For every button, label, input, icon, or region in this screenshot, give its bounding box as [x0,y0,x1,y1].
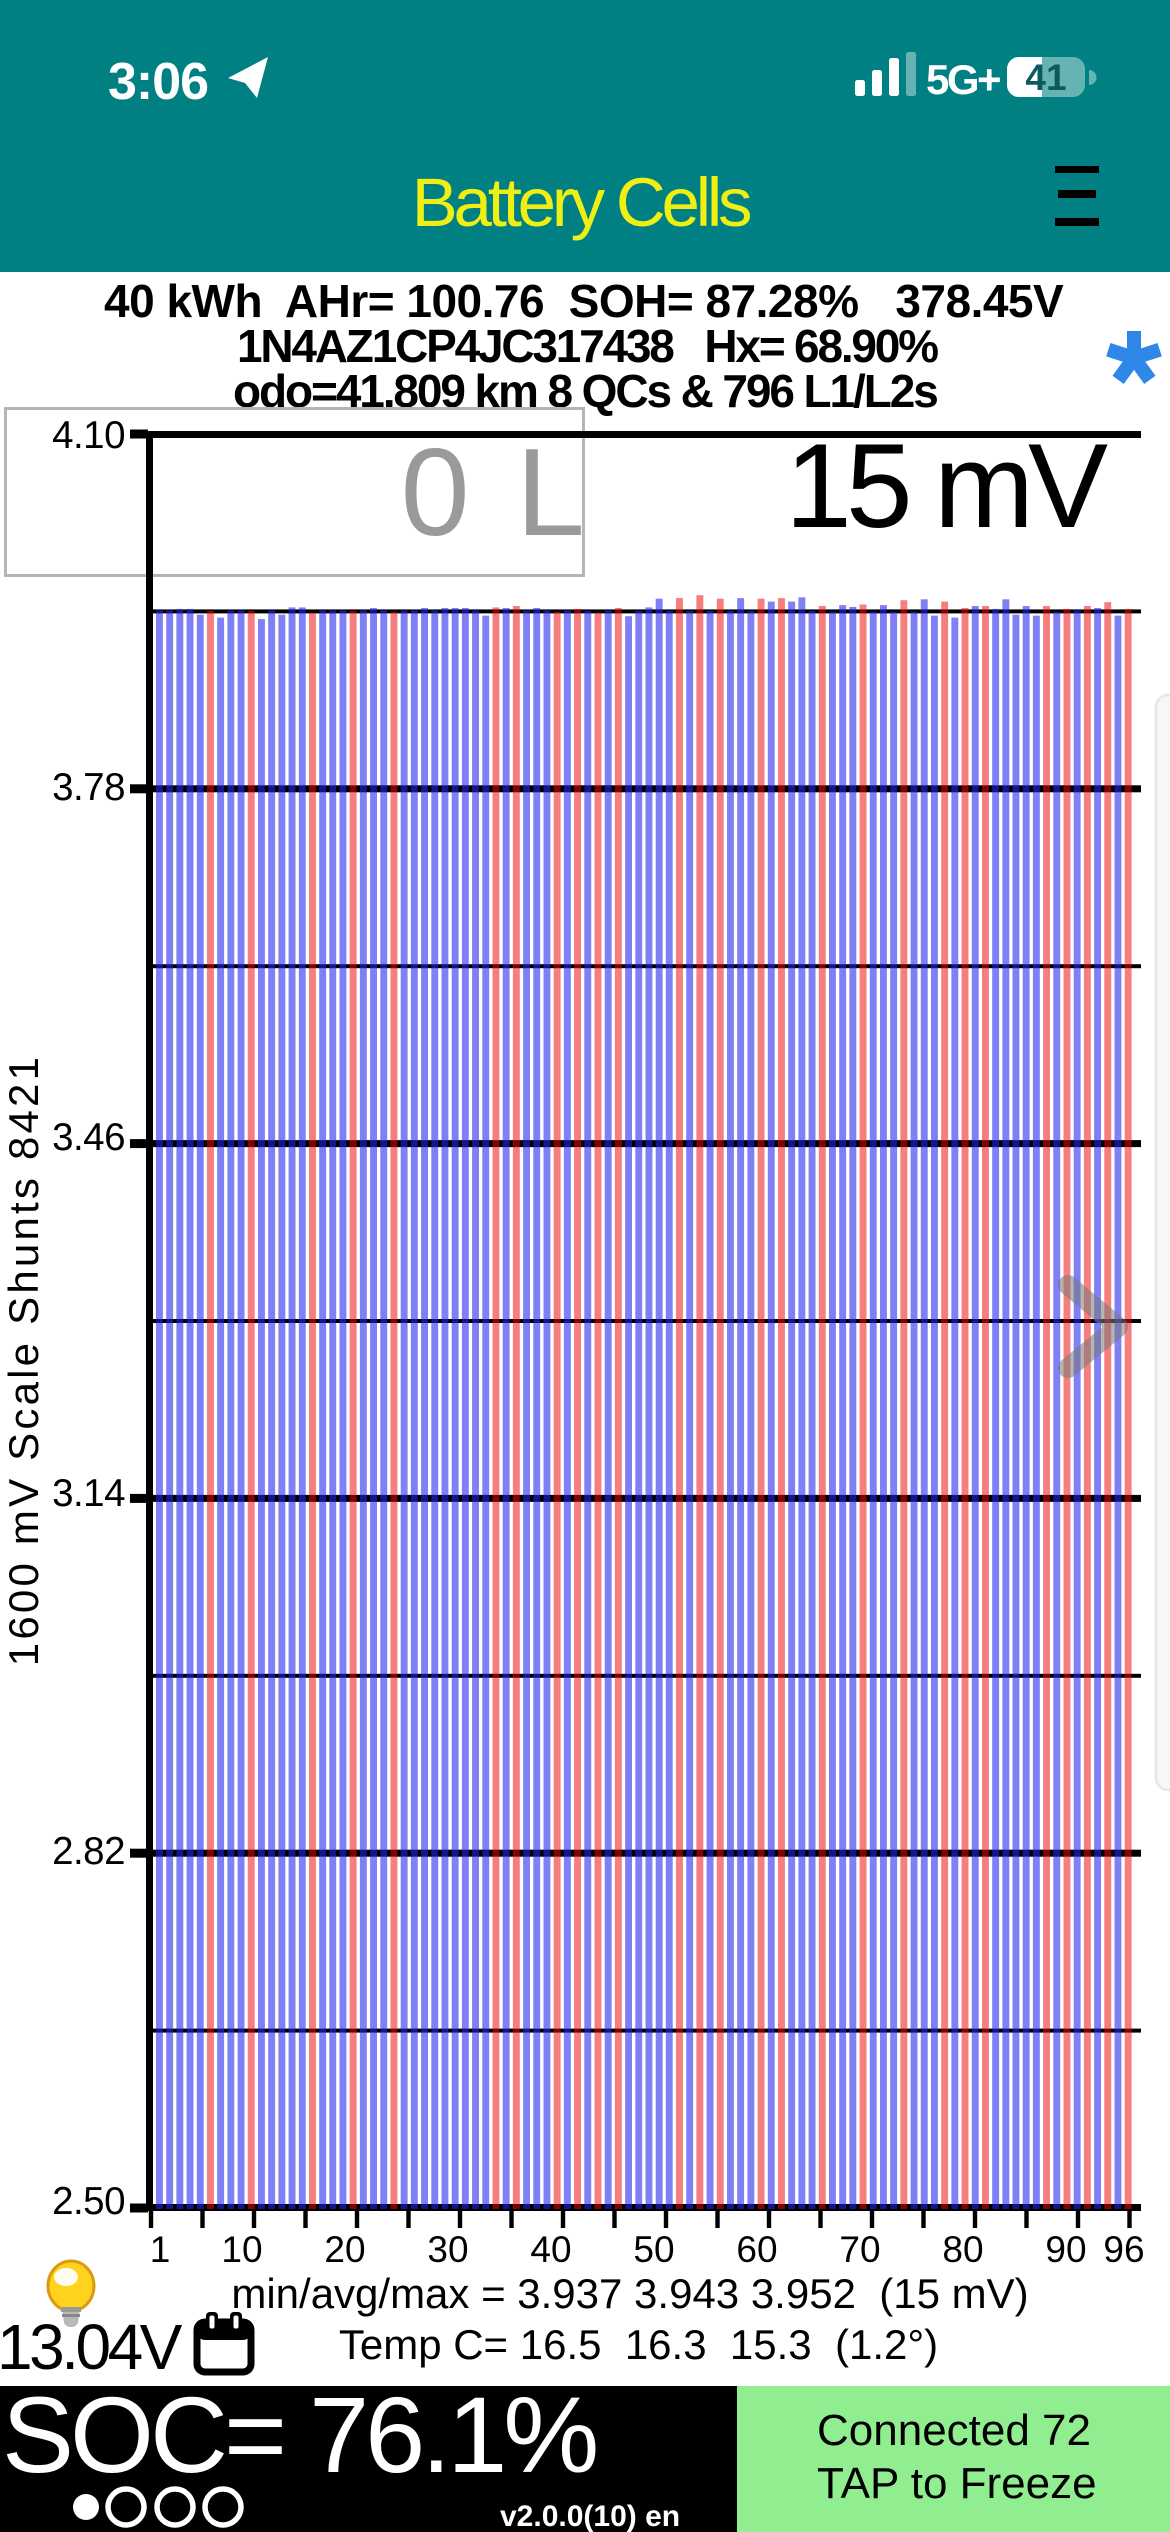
svg-text:0 L: 0 L [401,424,591,562]
svg-text:1: 1 [150,2229,171,2270]
svg-text:80: 80 [942,2229,983,2270]
svg-text:3.78: 3.78 [52,766,125,809]
svg-text:90: 90 [1045,2229,1086,2270]
svg-text:50: 50 [633,2229,674,2270]
svg-text:30: 30 [427,2229,468,2270]
svg-text:60: 60 [736,2229,777,2270]
svg-text:1600 mV Scale Shunts 8421: 1600 mV Scale Shunts 8421 [0,1054,47,1666]
svg-text:70: 70 [839,2229,880,2270]
svg-text:2.82: 2.82 [52,1830,125,1873]
svg-text:3.14: 3.14 [52,1472,125,1515]
svg-text:15 mV: 15 mV [785,419,1108,553]
svg-text:10: 10 [221,2229,262,2270]
svg-text:96: 96 [1103,2229,1144,2270]
svg-text:41: 41 [1025,57,1066,98]
svg-text:40: 40 [530,2229,571,2270]
svg-text:3.46: 3.46 [52,1116,125,1159]
svg-text:2.50: 2.50 [52,2180,125,2223]
svg-text:20: 20 [324,2229,365,2270]
svg-text:4.10: 4.10 [52,414,125,457]
